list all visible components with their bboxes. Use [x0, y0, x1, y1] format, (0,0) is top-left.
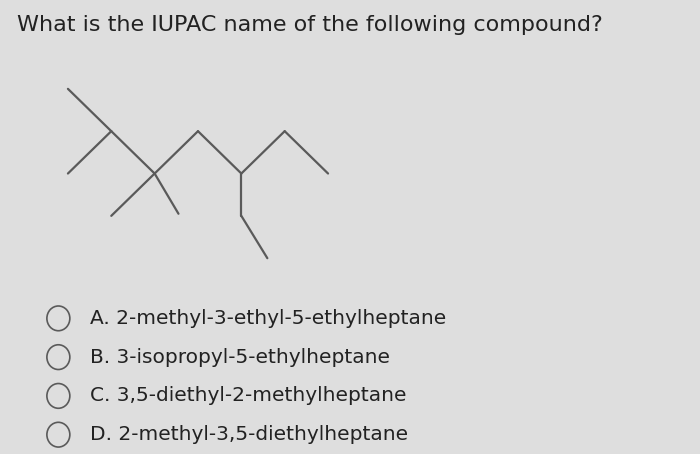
Text: What is the IUPAC name of the following compound?: What is the IUPAC name of the following … [17, 15, 603, 35]
Text: B. 3-isopropyl-5-ethylheptane: B. 3-isopropyl-5-ethylheptane [90, 348, 390, 367]
Text: D. 2-methyl-3,5-diethylheptane: D. 2-methyl-3,5-diethylheptane [90, 425, 408, 444]
Text: A. 2-methyl-3-ethyl-5-ethylheptane: A. 2-methyl-3-ethyl-5-ethylheptane [90, 309, 447, 328]
Text: C. 3,5-diethyl-2-methylheptane: C. 3,5-diethyl-2-methylheptane [90, 386, 407, 405]
